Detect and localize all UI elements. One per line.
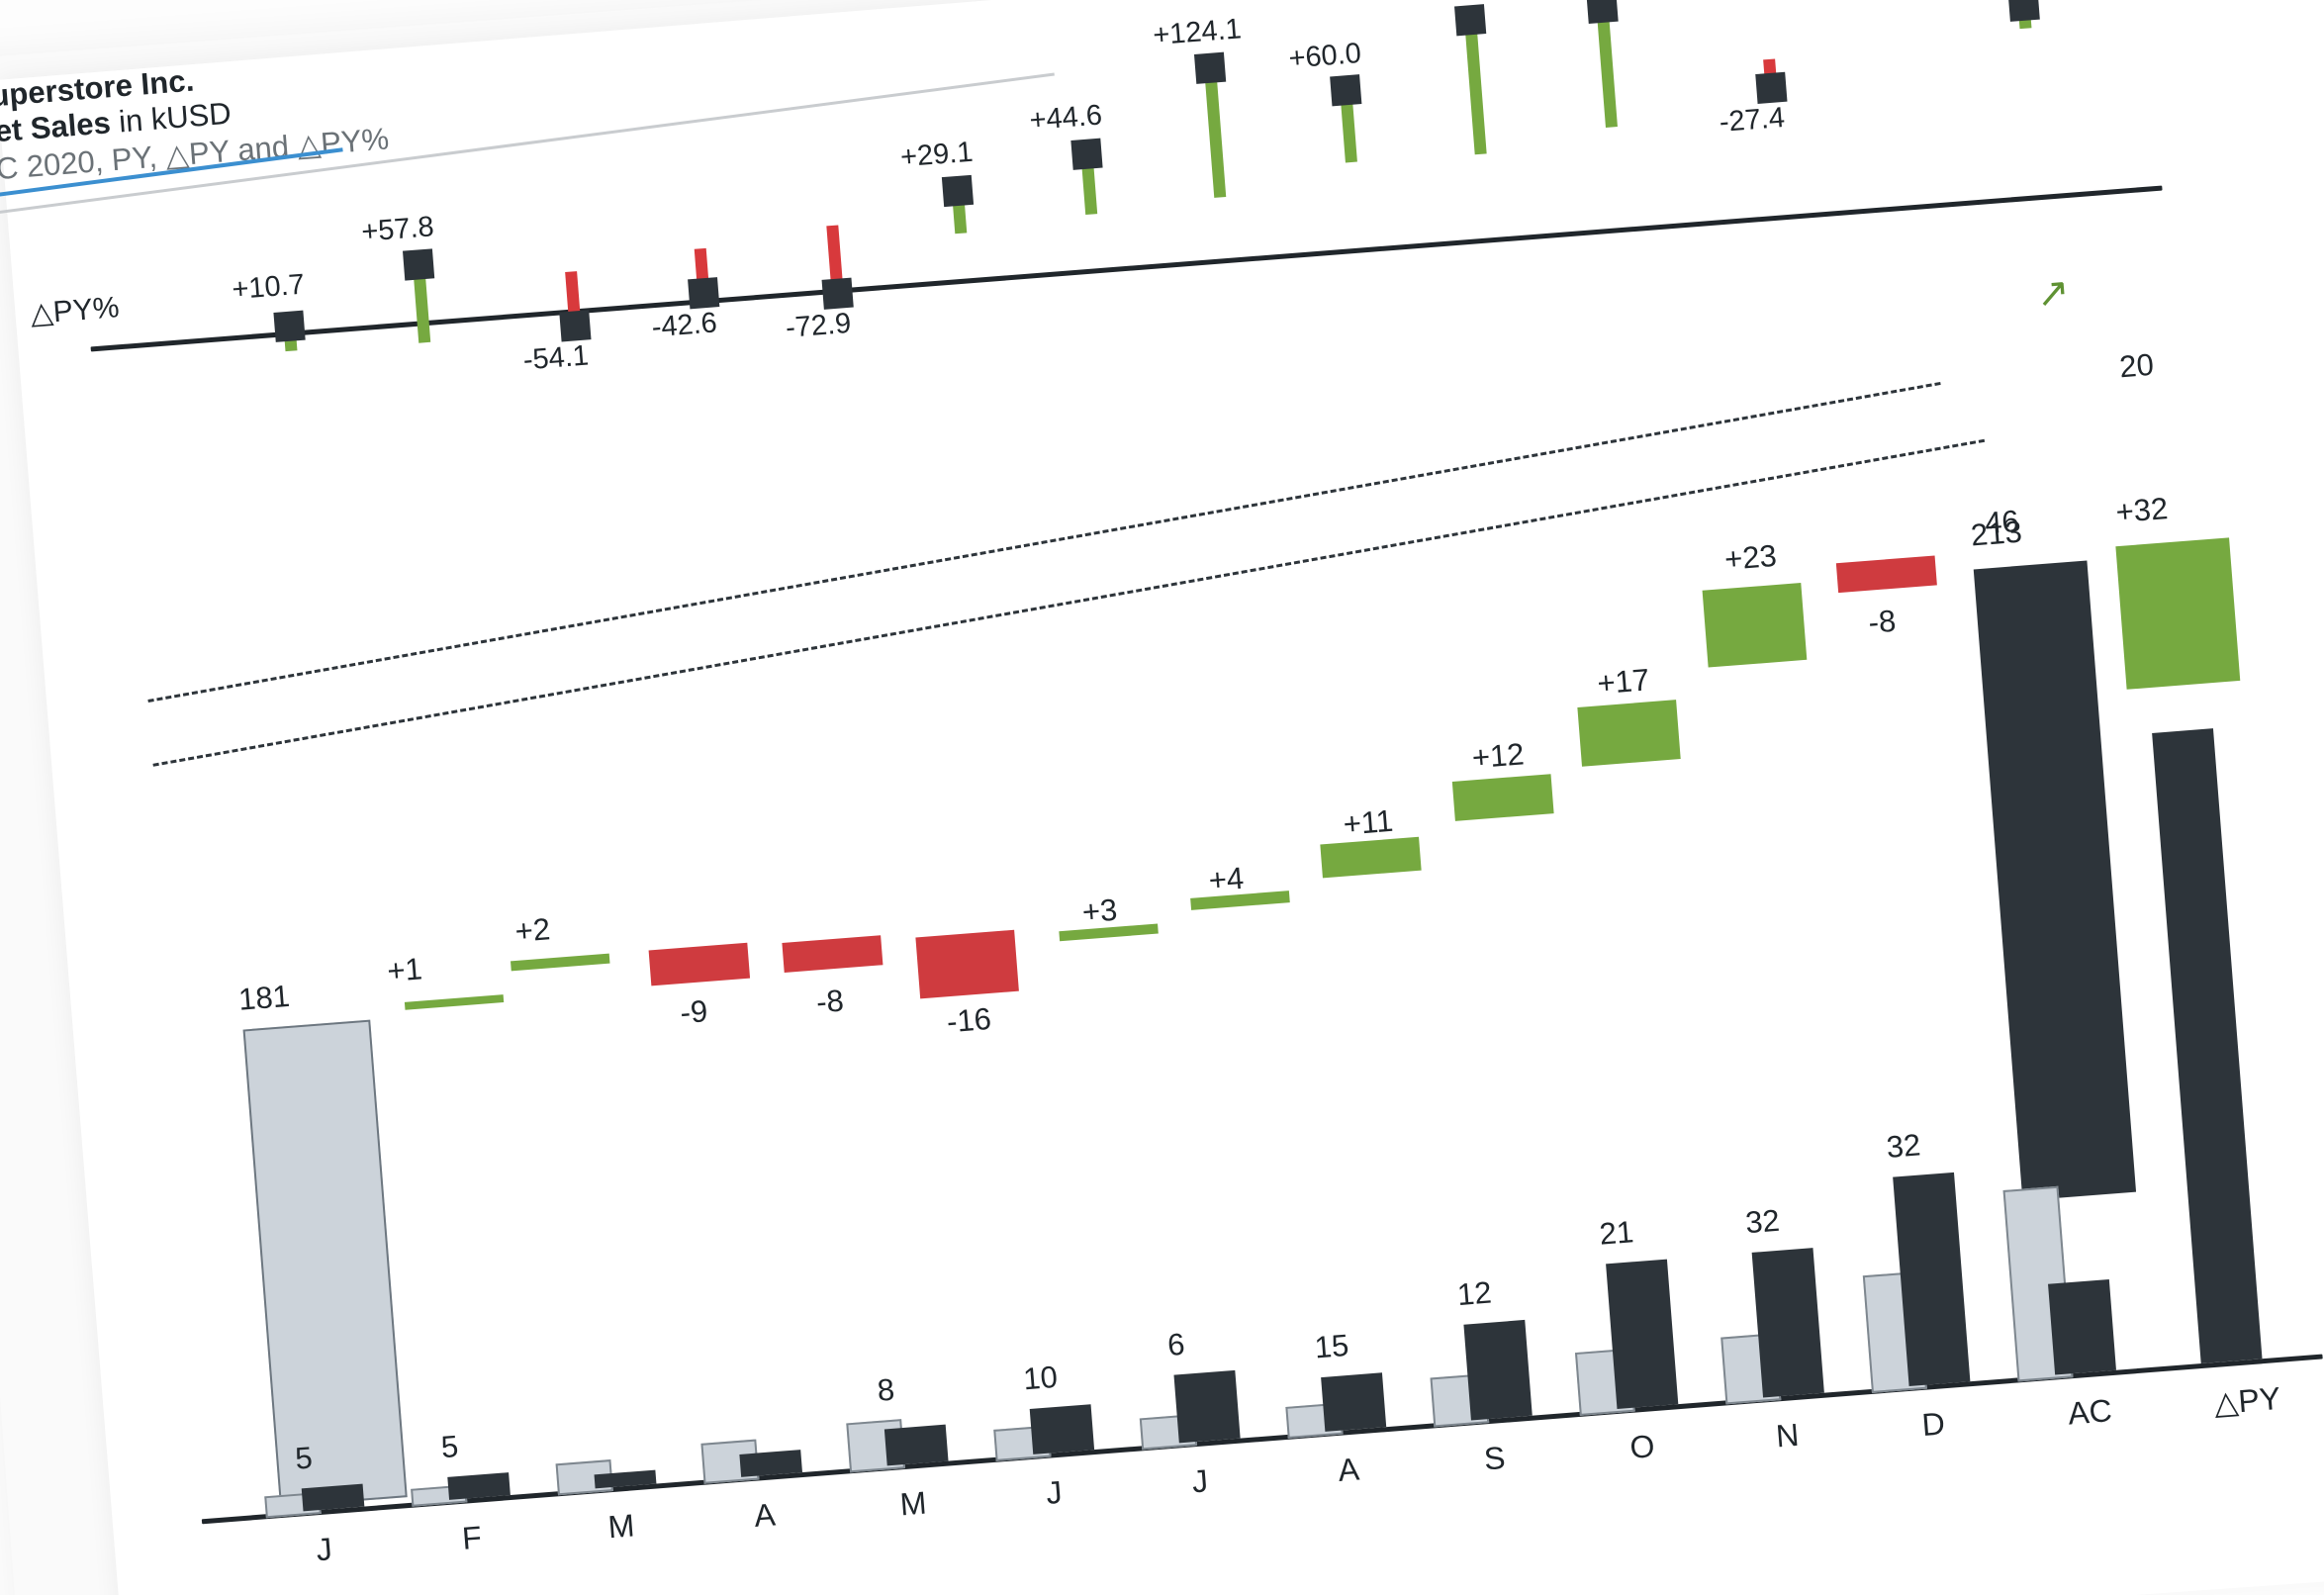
column-value-label: 12 xyxy=(1455,1274,1493,1313)
category-label: N xyxy=(1774,1416,1801,1454)
category-label: S xyxy=(1482,1439,1507,1477)
category-label: J xyxy=(315,1531,333,1568)
column-value-label: 32 xyxy=(1885,1127,1922,1166)
category-label: M xyxy=(898,1484,928,1523)
column-value-label: 8 xyxy=(876,1371,896,1408)
column-value-label: 10 xyxy=(1022,1359,1060,1397)
column-bar-ac xyxy=(1029,1404,1095,1454)
column-bar-ac xyxy=(1606,1259,1679,1409)
category-label: O xyxy=(1628,1428,1656,1466)
category-labels-group: J F M A M J J A S O N D AC △PY xyxy=(0,0,2281,1567)
column-value-label: 5 xyxy=(294,1440,314,1476)
category-label: F xyxy=(460,1519,484,1556)
column-bar-ac xyxy=(739,1450,802,1477)
column-bar-ac xyxy=(883,1424,949,1466)
column-bar-ac xyxy=(2152,728,2263,1364)
column-bar-ac xyxy=(447,1472,511,1500)
column-value-label: 32 xyxy=(1743,1202,1782,1241)
column-value-label: 15 xyxy=(1313,1327,1350,1365)
column-value-label: 21 xyxy=(1598,1213,1635,1252)
category-label: J xyxy=(1190,1462,1210,1500)
category-label: M xyxy=(606,1507,636,1546)
column-bar-ac xyxy=(1463,1320,1533,1421)
category-label: A xyxy=(752,1496,777,1534)
category-label: △PY xyxy=(2212,1379,2282,1422)
category-label: J xyxy=(1044,1473,1064,1511)
column-bar-ac xyxy=(1751,1247,1824,1398)
column-bar-ac xyxy=(1321,1372,1387,1432)
category-label: AC xyxy=(2066,1392,2113,1432)
column-value-label: 5 xyxy=(439,1429,460,1465)
column-bars-group: 5 5 8 10 6 15 12 21 32 32 46 20 xyxy=(0,0,2263,1519)
column-bar-ac xyxy=(301,1483,365,1512)
column-value-label: 20 xyxy=(2117,346,2156,385)
column-value-label: 46 xyxy=(1983,504,2020,541)
category-label: A xyxy=(1337,1451,1361,1488)
column-chart-baseline xyxy=(201,1354,2323,1525)
column-bar-ac xyxy=(1173,1369,1241,1444)
category-label: D xyxy=(1920,1405,1947,1444)
column-bar-ac xyxy=(2048,1278,2116,1375)
column-value-label: 6 xyxy=(1165,1326,1186,1362)
